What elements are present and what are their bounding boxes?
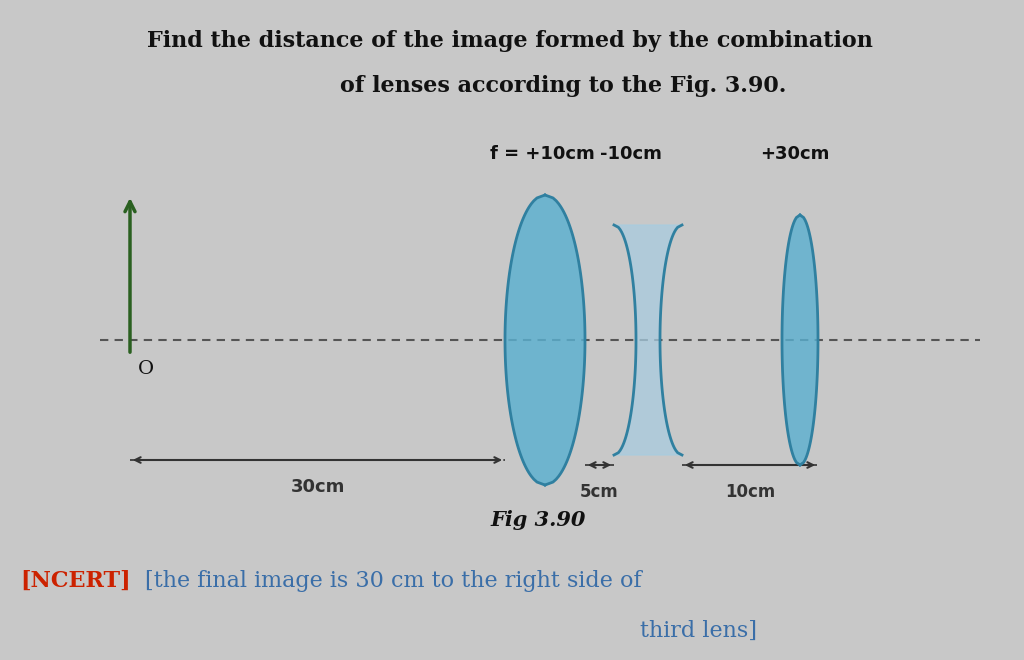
Text: +30cm: +30cm [760,145,829,163]
Text: [NCERT]: [NCERT] [20,570,131,592]
Text: 5cm: 5cm [581,483,618,501]
Text: Find the distance of the image formed by the combination: Find the distance of the image formed by… [147,30,872,52]
Polygon shape [505,195,585,485]
Text: f = +10cm: f = +10cm [490,145,595,163]
Text: third lens]: third lens] [640,620,757,642]
Text: -10cm: -10cm [600,145,662,163]
Text: O: O [138,360,155,378]
Polygon shape [614,225,682,455]
Text: 30cm: 30cm [291,478,345,496]
Text: [the final image is 30 cm to the right side of: [the final image is 30 cm to the right s… [145,570,642,592]
Text: Fig 3.90: Fig 3.90 [490,510,586,530]
Text: 10cm: 10cm [725,483,775,501]
Polygon shape [782,215,818,465]
Text: of lenses according to the Fig. 3.90.: of lenses according to the Fig. 3.90. [340,75,786,97]
